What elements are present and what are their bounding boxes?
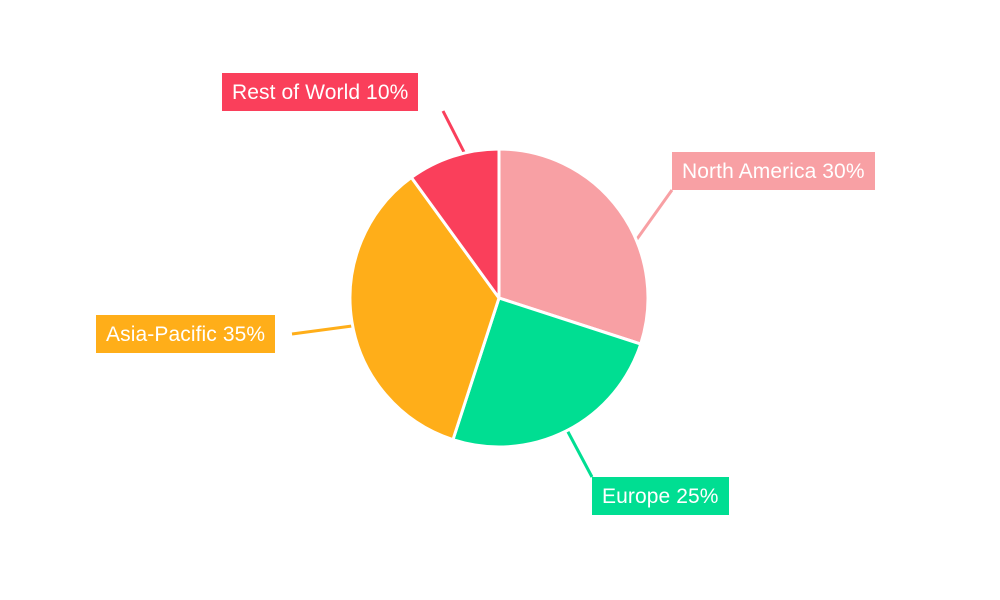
slice-label-text: Asia-Pacific 35% — [106, 322, 266, 346]
slice-label-asia-pacific[interactable]: Asia-Pacific 35% — [96, 315, 276, 353]
slice-label-text: Europe 25% — [602, 484, 719, 508]
leader-line-europe — [565, 429, 594, 478]
slice-label-north-america[interactable]: North America 30% — [672, 152, 875, 190]
pie-slice-asia-pacific[interactable] — [348, 175, 501, 442]
leader-line-asia-pacific — [291, 324, 353, 336]
leader-line-rest-of-world — [441, 110, 468, 157]
slice-label-rest-of-world[interactable]: Rest of World 10% — [222, 73, 419, 111]
pie-slice-europe[interactable] — [451, 296, 643, 449]
leader-line-north-america — [630, 189, 674, 247]
pie-slice-north-america[interactable] — [497, 147, 650, 346]
pie-slice-rest-of-world[interactable] — [409, 147, 501, 300]
leader-line-group — [291, 110, 674, 478]
slice-label-text: Rest of World 10% — [232, 80, 409, 104]
slice-label-europe[interactable]: Europe 25% — [592, 477, 729, 515]
pie-slice-group — [348, 147, 650, 449]
slice-label-text: North America 30% — [682, 159, 865, 183]
